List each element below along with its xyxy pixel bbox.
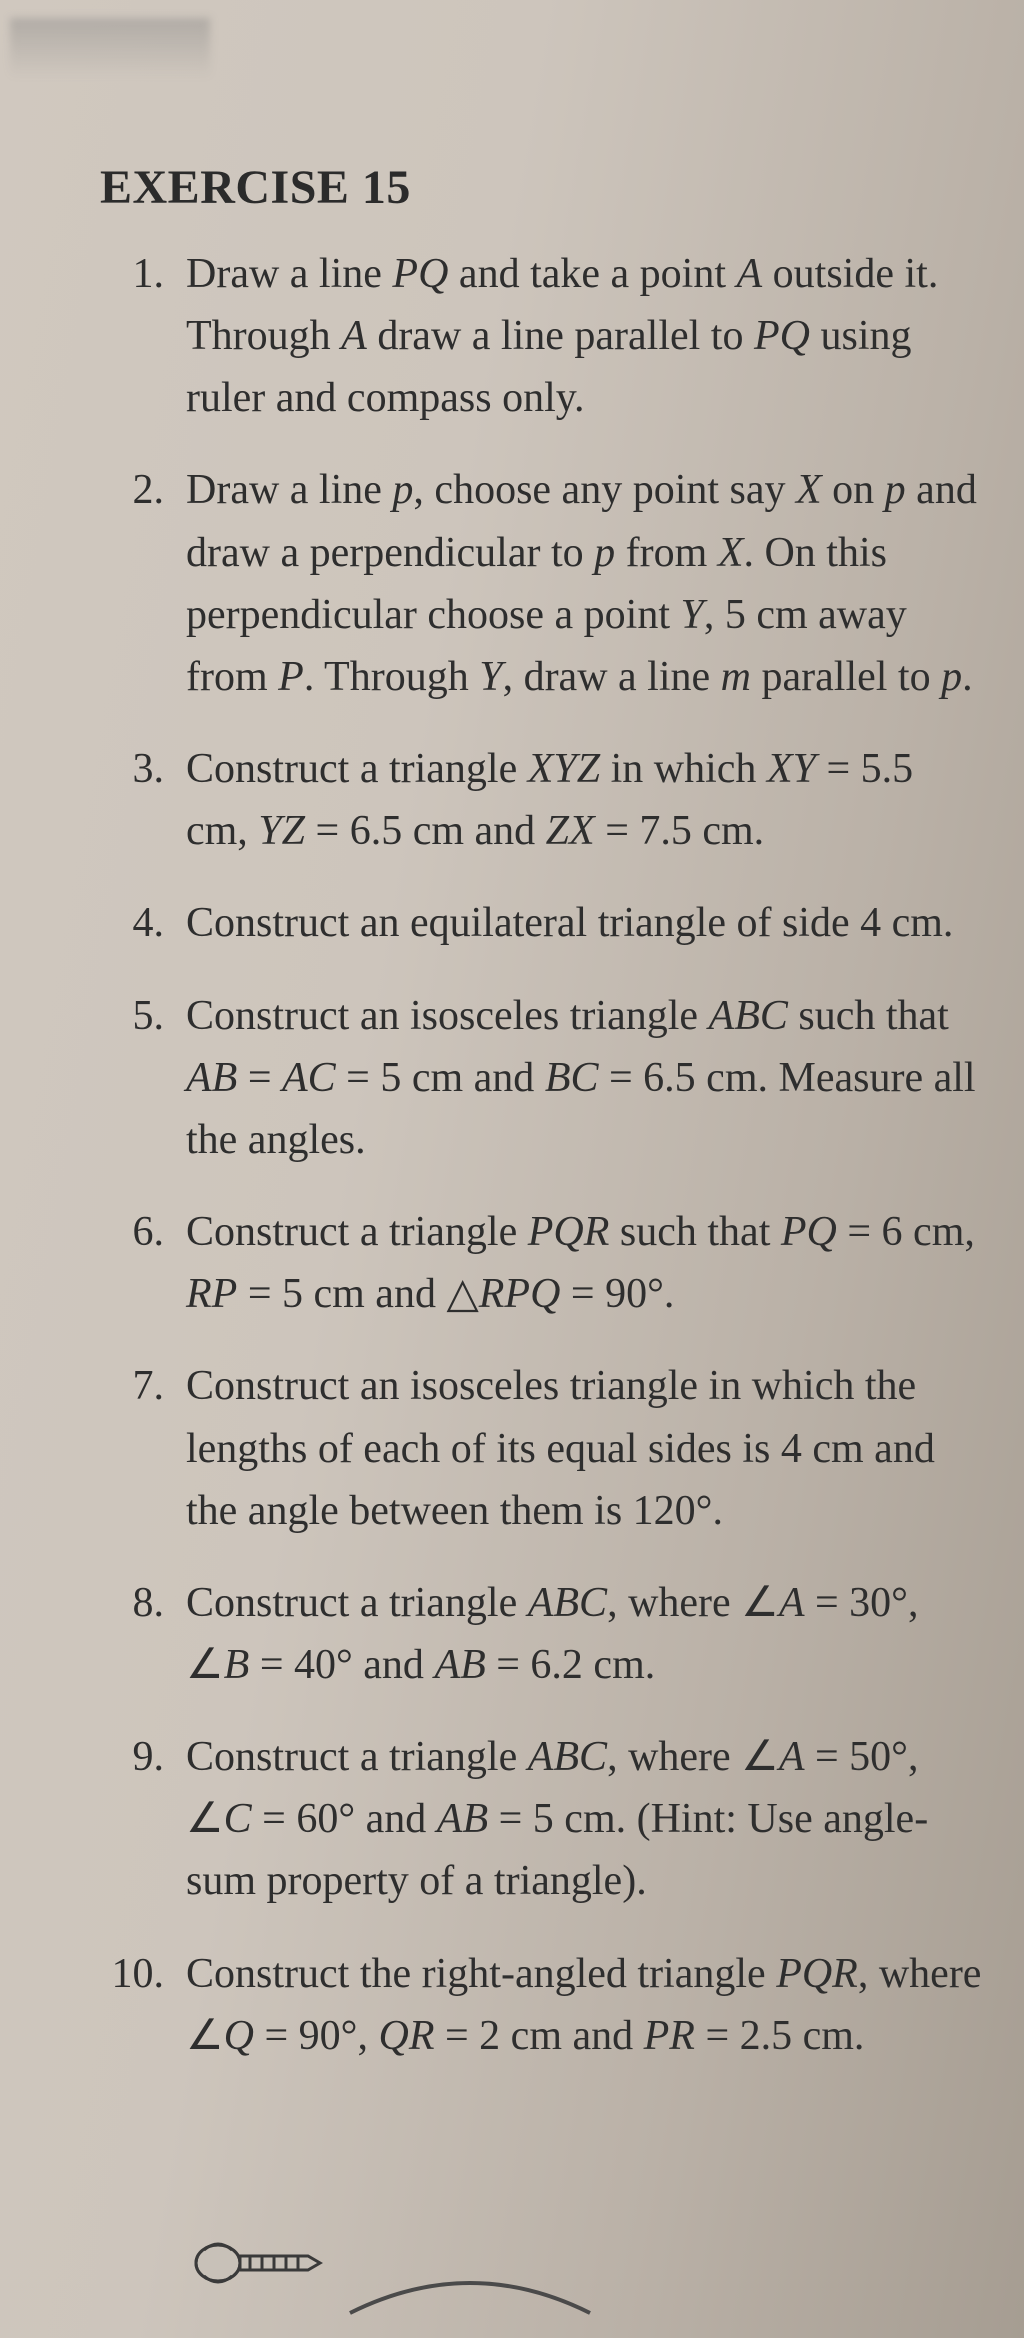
item-number: 2. xyxy=(100,459,164,521)
item-number: 4. xyxy=(100,892,164,954)
exercise-list: 1. Draw a line PQ and take a point A outs… xyxy=(100,243,984,2067)
item-text: Draw a line p, choose any point say X on… xyxy=(186,467,977,699)
item-number: 6. xyxy=(100,1201,164,1263)
item-text: Construct a triangle ABC, where ∠A = 30°… xyxy=(186,1580,918,1688)
exercise-title: EXERCISE 15 xyxy=(100,160,984,215)
item-text: Construct the right-angled triangle PQR,… xyxy=(186,1951,981,2059)
exercise-item-5: 5. Construct an isosceles triangle ABC su… xyxy=(100,985,984,1171)
screw-icon xyxy=(190,2228,330,2298)
exercise-item-10: 10. Construct the right-angled triangle P… xyxy=(100,1943,984,2067)
item-text: Construct an equilateral triangle of sid… xyxy=(186,900,953,946)
exercise-item-8: 8. Construct a triangle ABC, where ∠A = 3… xyxy=(100,1572,984,1696)
exercise-item-7: 7. Construct an isosceles triangle in whi… xyxy=(100,1355,984,1541)
item-text: Construct an isosceles triangle in which… xyxy=(186,1363,935,1533)
item-number: 1. xyxy=(100,243,164,305)
item-number: 10. xyxy=(100,1943,164,2005)
bottom-curve xyxy=(340,2263,600,2328)
exercise-item-9: 9. Construct a triangle ABC, where ∠A = 5… xyxy=(100,1726,984,1912)
item-number: 9. xyxy=(100,1726,164,1788)
item-number: 8. xyxy=(100,1572,164,1634)
exercise-item-6: 6. Construct a triangle PQR such that PQ … xyxy=(100,1201,984,1325)
exercise-item-2: 2. Draw a line p, choose any point say X … xyxy=(100,459,984,708)
exercise-item-3: 3. Construct a triangle XYZ in which XY =… xyxy=(100,738,984,862)
item-number: 3. xyxy=(100,738,164,800)
item-text: Construct an isosceles triangle ABC such… xyxy=(186,993,976,1163)
item-text: Construct a triangle PQR such that PQ = … xyxy=(186,1209,975,1317)
item-text: Construct a triangle XYZ in which XY = 5… xyxy=(186,746,913,854)
item-text: Construct a triangle ABC, where ∠A = 50°… xyxy=(186,1734,928,1904)
item-text: Draw a line PQ and take a point A outsid… xyxy=(186,251,938,421)
item-number: 5. xyxy=(100,985,164,1047)
top-smudge xyxy=(10,18,210,78)
item-number: 7. xyxy=(100,1355,164,1417)
page: EXERCISE 15 1. Draw a line PQ and take a … xyxy=(0,0,1024,2338)
exercise-item-1: 1. Draw a line PQ and take a point A outs… xyxy=(100,243,984,429)
exercise-item-4: 4. Construct an equilateral triangle of s… xyxy=(100,892,984,954)
